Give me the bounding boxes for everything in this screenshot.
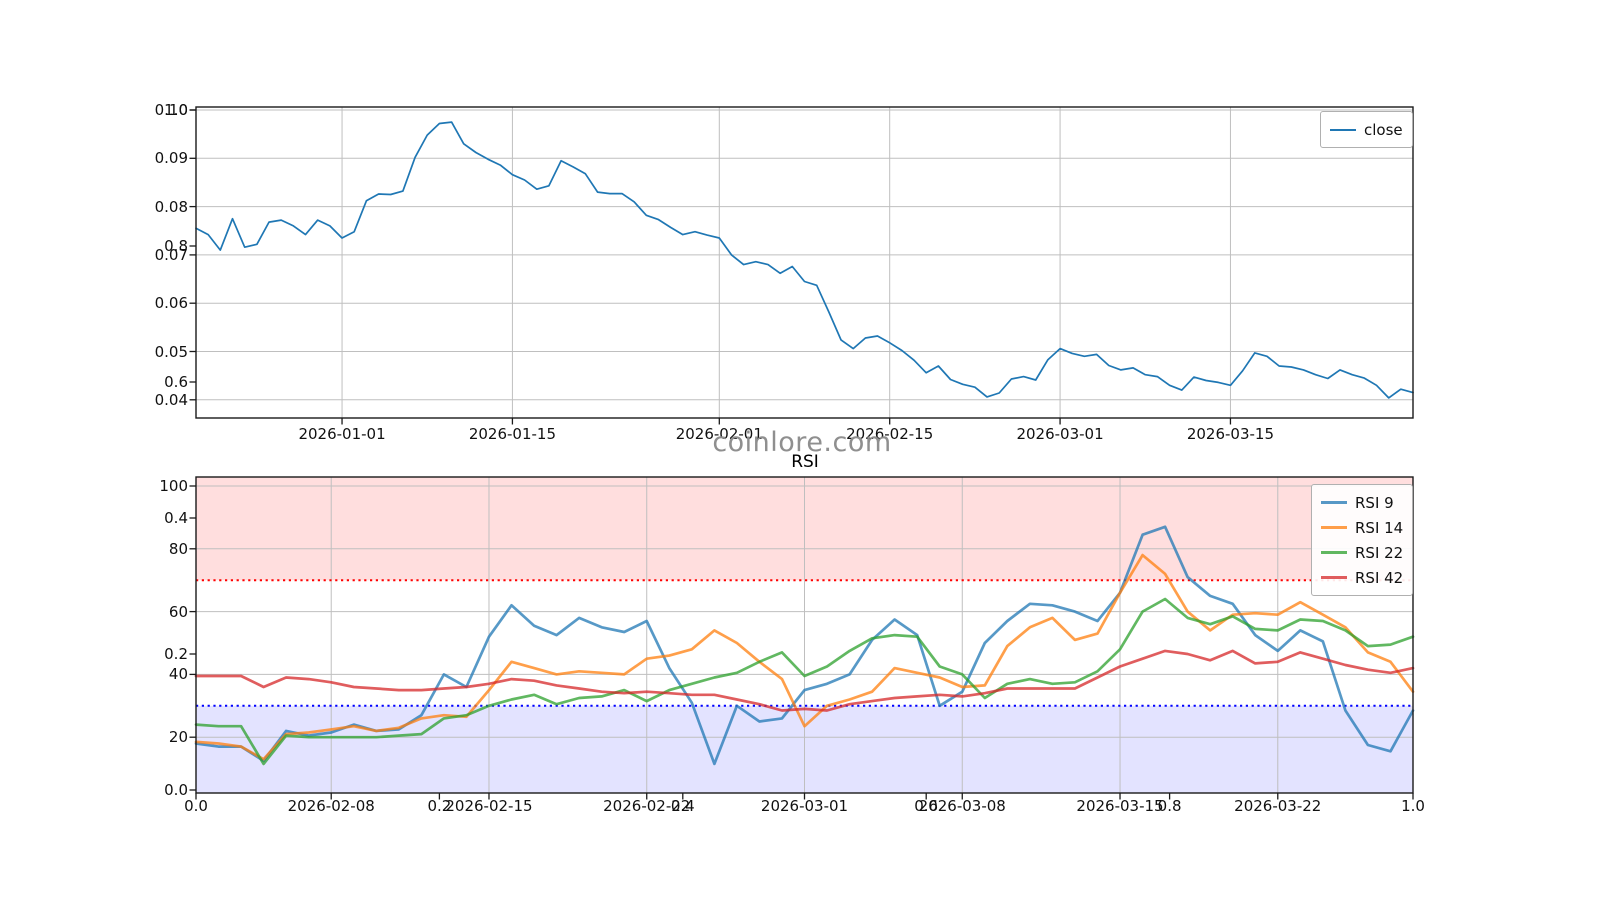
legend-line-sample: [1321, 501, 1347, 504]
rsi-y-tick-label: 40: [168, 665, 188, 684]
rsi-y-tick-label: 60: [168, 602, 188, 621]
figure-y-tick-label: 1.0: [164, 101, 188, 119]
figure-x-tick-label: 0.4: [670, 797, 695, 815]
price-x-tick-label: 2026-03-01: [1016, 425, 1104, 443]
legend-label: RSI 22: [1355, 543, 1404, 562]
rsi-x-tick-label: 2026-02-15: [445, 797, 533, 815]
legend-item: close: [1330, 117, 1403, 142]
price-y-tick-label: 0.10: [154, 101, 188, 119]
legend-line-sample: [1330, 128, 1356, 131]
price-y-tick-label: 0.07: [154, 245, 188, 264]
figure-y-tick-label: 0.2: [164, 645, 188, 663]
legend-item: RSI 22: [1321, 540, 1403, 565]
rsi-legend: RSI 9 RSI 14 RSI 22 RSI 42: [1311, 484, 1414, 596]
rsi-x-tick-label: 2026-02-08: [287, 797, 375, 815]
legend-line-sample: [1321, 576, 1347, 579]
rsi-x-tick-label: 2026-03-08: [918, 797, 1006, 815]
figure-x-tick-label: 0.6: [914, 797, 939, 815]
legend-label: RSI 14: [1355, 518, 1404, 537]
price-y-tick-label: 0.09: [154, 149, 188, 168]
rsi-y-tick-label: 100: [159, 477, 188, 495]
figure-y-tick-label: 0.8: [164, 237, 188, 255]
price-legend: close: [1320, 111, 1413, 148]
legend-label: RSI 9: [1355, 493, 1394, 512]
rsi-x-tick-label: 2026-03-15: [1076, 797, 1164, 815]
price-x-tick-label: 2026-01-15: [468, 425, 556, 443]
rsi-x-tick-label: 2026-02-22: [603, 797, 691, 815]
figure-y-tick-label: 0.0: [164, 781, 188, 799]
figure-y-tick-label: 0.6: [164, 373, 188, 391]
rsi-x-tick-label: 2026-03-01: [760, 797, 849, 815]
price-y-tick-label: 0.05: [154, 342, 188, 361]
legend-item: RSI 9: [1321, 490, 1403, 515]
rsi-chart-title: RSI: [791, 452, 819, 472]
price-x-tick-label: 2026-03-15: [1186, 425, 1275, 443]
figure-x-tick-label: 1.0: [1401, 797, 1425, 815]
price-x-tick-label: 2026-02-01: [675, 425, 763, 443]
legend-label: close: [1364, 120, 1403, 139]
legend-line-sample: [1321, 526, 1347, 529]
price-y-tick-label: 0.04: [154, 390, 188, 409]
figure-x-tick-label: 0.0: [184, 797, 208, 815]
price-y-tick-label: 0.06: [154, 294, 188, 313]
legend-item: RSI 42: [1321, 565, 1403, 590]
legend-item: RSI 14: [1321, 515, 1403, 540]
rsi-x-tick-label: 2026-03-22: [1234, 797, 1322, 815]
figure-y-tick-label: 0.4: [164, 509, 188, 527]
rsi-y-tick-label: 20: [168, 728, 188, 747]
watermark: coinlore.com: [712, 427, 892, 458]
price-x-tick-label: 2026-01-01: [298, 425, 386, 443]
price-y-tick-label: 0.08: [154, 197, 188, 216]
rsi-y-tick-label: 80: [168, 539, 188, 558]
legend-line-sample: [1321, 551, 1347, 554]
figure-x-tick-label: 0.8: [1157, 797, 1182, 815]
legend-label: RSI 42: [1355, 568, 1404, 587]
figure-x-tick-label: 0.2: [427, 797, 452, 815]
price-x-tick-label: 2026-02-15: [846, 425, 934, 443]
